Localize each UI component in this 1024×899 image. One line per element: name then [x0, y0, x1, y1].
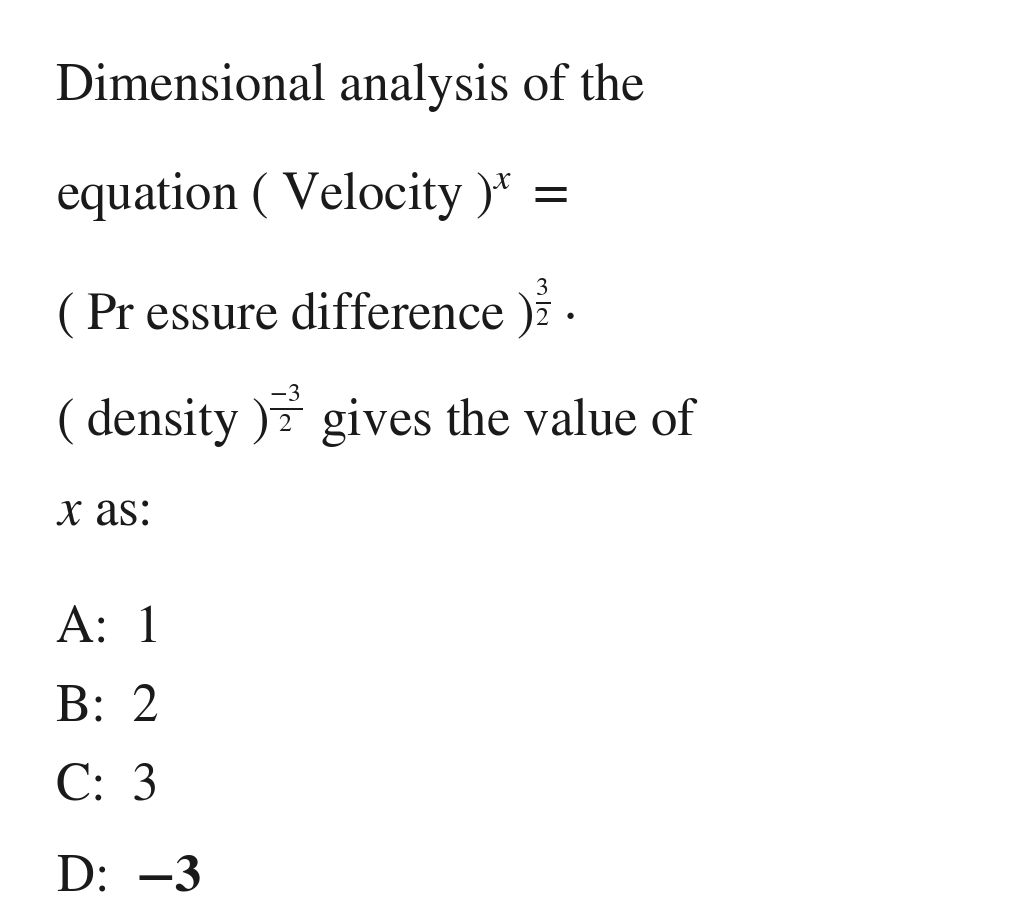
Text: $x$ as:: $x$ as: — [56, 487, 151, 537]
Text: equation $( \ \mathrm{Velocity}\ )^x \ =$: equation $( \ \mathrm{Velocity}\ )^x \ =… — [56, 169, 569, 223]
Text: B:  2: B: 2 — [56, 683, 159, 732]
Text: Dimensional analysis of the: Dimensional analysis of the — [56, 63, 645, 112]
Text: D:  $\mathbf{-3}$: D: $\mathbf{-3}$ — [56, 853, 202, 899]
Text: A:  1: A: 1 — [56, 604, 162, 653]
Text: C:  3: C: 3 — [56, 762, 159, 811]
Text: $( \ \mathrm{Pr\ essure\ difference}\ )^{\frac{3}{2}} \cdot$: $( \ \mathrm{Pr\ essure\ difference}\ )^… — [56, 275, 575, 341]
Text: $( \ \mathrm{density}\ )^{\frac{-3}{2}}$ gives the value of: $( \ \mathrm{density}\ )^{\frac{-3}{2}}$… — [56, 381, 699, 450]
